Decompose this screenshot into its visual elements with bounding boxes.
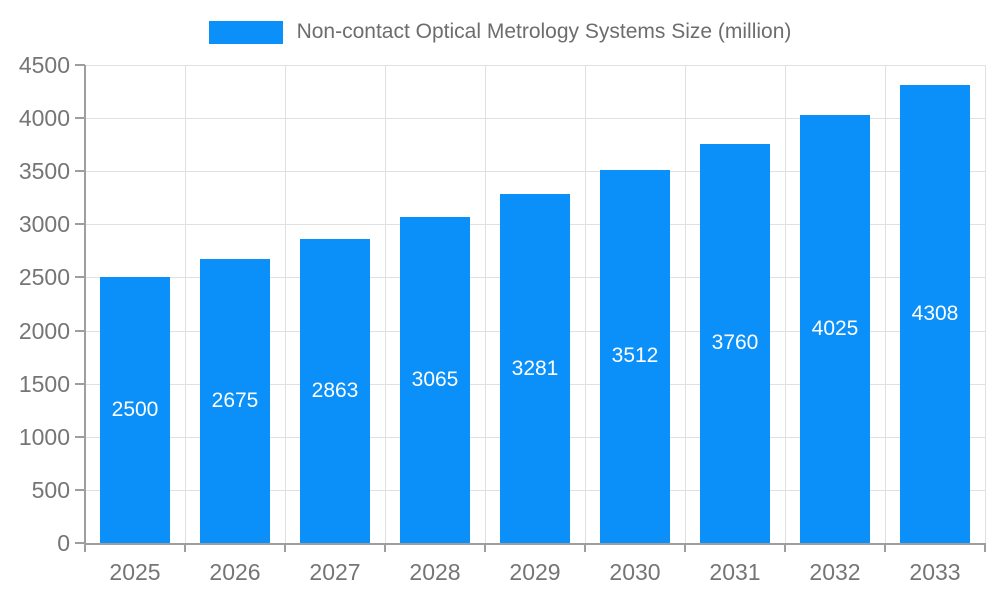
y-gridline bbox=[85, 118, 985, 120]
x-axis-category-label: 2032 bbox=[809, 559, 861, 585]
y-tick-label: 2000 bbox=[18, 317, 70, 344]
x-tick-mark bbox=[984, 543, 986, 552]
y-tick-mark bbox=[75, 382, 85, 385]
x-gridline bbox=[385, 65, 386, 543]
y-tick-label: 3500 bbox=[18, 158, 70, 185]
bar-value-label: 4308 bbox=[911, 302, 959, 326]
legend: Non-contact Optical Metrology Systems Si… bbox=[0, 14, 1000, 50]
bar-value-label: 3512 bbox=[611, 344, 659, 368]
y-tick-label: 2500 bbox=[18, 264, 70, 291]
x-gridline bbox=[485, 65, 486, 543]
bar bbox=[900, 85, 970, 543]
x-axis-category-label: 2027 bbox=[309, 559, 361, 585]
bar bbox=[400, 217, 470, 543]
x-tick-mark bbox=[784, 543, 786, 552]
y-tick-mark bbox=[75, 170, 85, 173]
y-tick-label: 1500 bbox=[18, 370, 70, 397]
y-tick-mark bbox=[75, 276, 85, 279]
x-axis-category-label: 2033 bbox=[909, 559, 961, 585]
bar bbox=[100, 277, 170, 543]
y-tick-label: 1000 bbox=[18, 423, 70, 450]
x-tick-mark bbox=[584, 543, 586, 552]
y-gridline bbox=[85, 65, 985, 66]
x-axis-category-label: 2029 bbox=[509, 559, 561, 585]
x-axis-category-label: 2026 bbox=[209, 559, 261, 585]
y-tick-mark bbox=[75, 223, 85, 226]
x-gridline bbox=[585, 65, 586, 543]
x-tick-mark bbox=[84, 543, 86, 552]
y-tick-mark bbox=[75, 329, 85, 332]
bar-value-label: 3281 bbox=[511, 356, 559, 380]
y-tick-mark bbox=[75, 435, 85, 438]
y-tick-mark bbox=[75, 488, 85, 491]
x-axis-category-label: 2025 bbox=[109, 559, 161, 585]
bar bbox=[800, 115, 870, 543]
x-gridline bbox=[985, 65, 986, 543]
y-tick-label: 4000 bbox=[18, 105, 70, 132]
y-tick-label: 0 bbox=[57, 530, 70, 556]
x-tick-mark bbox=[284, 543, 286, 552]
x-axis-line bbox=[84, 543, 986, 545]
y-tick-mark bbox=[75, 117, 85, 120]
x-gridline bbox=[885, 65, 886, 543]
x-axis-category-label: 2028 bbox=[409, 559, 461, 585]
x-gridline bbox=[285, 65, 286, 543]
y-tick-label: 4500 bbox=[18, 52, 70, 78]
x-axis-category-label: 2031 bbox=[709, 559, 761, 585]
x-tick-mark bbox=[384, 543, 386, 552]
bar-value-label: 3065 bbox=[411, 368, 459, 392]
bar-value-label: 2500 bbox=[111, 398, 159, 422]
bar-value-label: 4025 bbox=[811, 317, 859, 341]
y-axis-line bbox=[84, 65, 86, 543]
y-tick-label: 500 bbox=[31, 476, 70, 503]
bar bbox=[300, 238, 370, 543]
x-tick-mark bbox=[184, 543, 186, 552]
x-gridline bbox=[185, 65, 186, 543]
x-tick-mark bbox=[684, 543, 686, 552]
y-tick-label: 3000 bbox=[18, 211, 70, 238]
x-tick-mark bbox=[484, 543, 486, 552]
x-gridline bbox=[685, 65, 686, 543]
legend-swatch bbox=[208, 20, 283, 44]
x-gridline bbox=[785, 65, 786, 543]
bar bbox=[200, 258, 270, 543]
y-tick-mark bbox=[75, 64, 85, 66]
bar-value-label: 2863 bbox=[311, 378, 359, 402]
y-gridline bbox=[85, 171, 985, 173]
bar-value-label: 2675 bbox=[211, 388, 259, 412]
bar bbox=[700, 143, 770, 543]
y-tick-mark bbox=[75, 542, 85, 544]
x-axis-category-label: 2030 bbox=[609, 559, 661, 585]
bar bbox=[500, 194, 570, 543]
bar-value-label: 3760 bbox=[711, 331, 759, 355]
x-tick-mark bbox=[884, 543, 886, 552]
legend-label: Non-contact Optical Metrology Systems Si… bbox=[296, 20, 792, 43]
bar bbox=[600, 169, 670, 543]
